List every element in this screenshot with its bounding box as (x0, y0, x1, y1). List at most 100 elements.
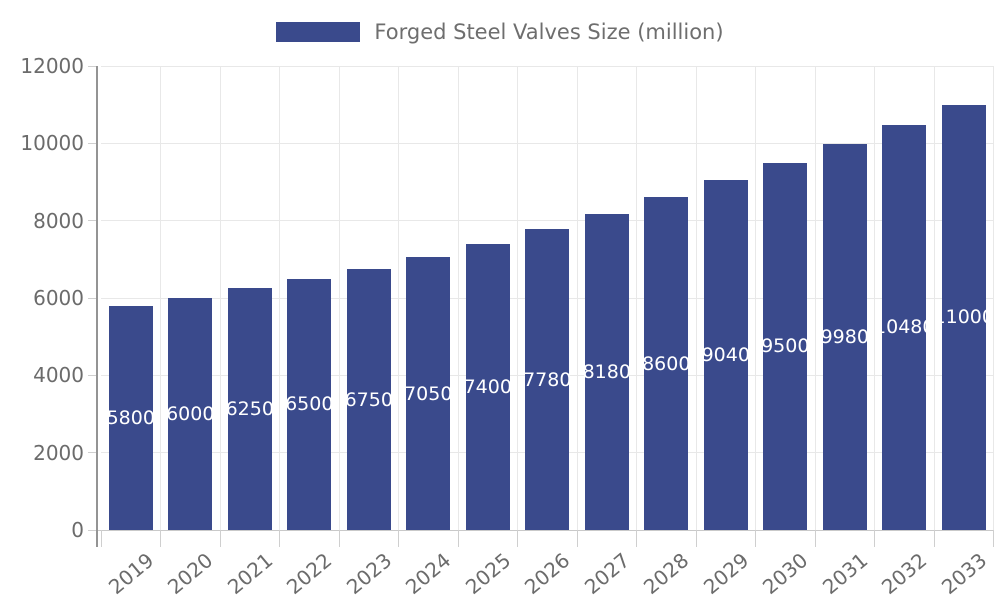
gridline-horizontal (101, 220, 994, 222)
x-axis-tick (636, 530, 637, 547)
y-axis-tick (88, 65, 97, 67)
x-axis-tick (874, 530, 875, 547)
bar-2021 (227, 288, 272, 530)
bar-value-label: 5800 (106, 406, 155, 429)
legend[interactable]: Forged Steel Valves Size (million) (0, 18, 1000, 46)
x-axis-tick (695, 530, 697, 547)
bar-value-label: 6750 (344, 388, 393, 411)
x-axis-tick (279, 530, 280, 547)
x-tick-label: 2026 (520, 548, 575, 600)
bar-2022 (287, 278, 332, 530)
y-tick-label: 8000 (33, 208, 84, 233)
bar-2030 (763, 162, 808, 530)
gridline-vertical (457, 66, 459, 530)
y-tick-label: 6000 (33, 286, 84, 310)
x-tick-label: 2032 (877, 548, 932, 600)
bar-2031 (822, 144, 867, 530)
y-tick-label: 2000 (33, 440, 84, 465)
bar-2024 (406, 257, 451, 530)
gridline-vertical (755, 66, 756, 530)
bar-value-label: 11000 (933, 306, 994, 329)
bar-value-label: 10480 (874, 316, 935, 339)
x-tick-label: 2028 (639, 548, 694, 600)
x-axis-tick (993, 530, 994, 547)
bar-2025 (465, 243, 510, 530)
y-axis-tick (88, 374, 97, 376)
y-axis-tick (88, 452, 97, 454)
bar-value-label: 7050 (404, 382, 453, 405)
bar-value-label: 7780 (523, 368, 572, 391)
gridline-horizontal (101, 142, 994, 144)
y-tick-label: 12000 (20, 54, 84, 78)
bar-2019 (108, 305, 153, 530)
bar-2032 (882, 124, 927, 530)
gridline-vertical (874, 66, 875, 530)
x-tick-label: 2023 (341, 548, 397, 600)
bar-2029 (703, 180, 748, 530)
bar-value-label: 6250 (225, 398, 274, 421)
x-tick-label: 2030 (758, 548, 813, 600)
x-axis-tick (576, 530, 578, 547)
bar-value-label: 8600 (642, 352, 691, 375)
bar-value-label: 9980 (820, 326, 869, 349)
bar-value-label: 9040 (701, 344, 750, 367)
bar-value-label: 8180 (582, 360, 631, 383)
bar-2028 (644, 197, 689, 530)
y-axis-tick (88, 297, 97, 299)
gridline-vertical (398, 66, 399, 530)
gridline-vertical (219, 66, 221, 530)
y-tick-label: 0 (71, 518, 84, 542)
x-axis-line (97, 529, 994, 531)
bar-2033 (941, 104, 986, 530)
x-tick-label: 2024 (401, 548, 456, 600)
x-tick-label: 2020 (163, 548, 218, 600)
gridline-horizontal (101, 65, 994, 67)
x-tick-label: 2027 (579, 548, 635, 600)
x-tick-label: 2031 (817, 548, 873, 600)
x-tick-label: 2022 (282, 548, 337, 600)
gridline-vertical (338, 66, 340, 530)
bar-value-label: 9500 (761, 335, 810, 358)
x-tick-label: 2025 (460, 548, 516, 600)
gridline-vertical (993, 66, 994, 530)
x-axis-tick (219, 530, 221, 547)
x-axis-tick (398, 530, 399, 547)
x-axis-tick (457, 530, 459, 547)
bar-value-label: 6500 (285, 393, 334, 416)
gridline-vertical (517, 66, 518, 530)
x-axis-tick (755, 530, 756, 547)
gridline-vertical (933, 66, 935, 530)
x-tick-label: 2029 (698, 548, 754, 600)
legend-label: Forged Steel Valves Size (million) (374, 20, 724, 44)
x-axis-tick (517, 530, 518, 547)
y-axis-tick (88, 529, 97, 531)
bar-2026 (525, 229, 570, 530)
y-axis-tick (88, 142, 97, 144)
x-axis-tick (100, 530, 102, 547)
y-axis-tick (88, 220, 97, 222)
gridline-vertical (576, 66, 578, 530)
x-tick-label: 2021 (222, 548, 278, 600)
y-tick-label: 10000 (20, 131, 84, 156)
bar-2027 (584, 213, 629, 530)
gridline-vertical (814, 66, 816, 530)
gridline-vertical (636, 66, 637, 530)
bar-value-label: 7400 (463, 375, 512, 398)
x-axis-tick (933, 530, 935, 547)
x-tick-label: 2033 (936, 548, 992, 600)
y-axis-line (96, 66, 98, 547)
x-tick-label: 2019 (103, 548, 159, 600)
gridline-vertical (279, 66, 280, 530)
y-tick-label: 4000 (33, 363, 84, 388)
gridline-vertical (160, 66, 161, 530)
x-axis-tick (160, 530, 161, 547)
bar-2023 (346, 269, 391, 530)
bar-2020 (168, 298, 213, 530)
bar-value-label: 6000 (166, 403, 215, 425)
legend-swatch (276, 22, 361, 42)
x-axis-tick (338, 530, 340, 547)
gridline-vertical (695, 66, 697, 530)
x-axis-tick (814, 530, 816, 547)
